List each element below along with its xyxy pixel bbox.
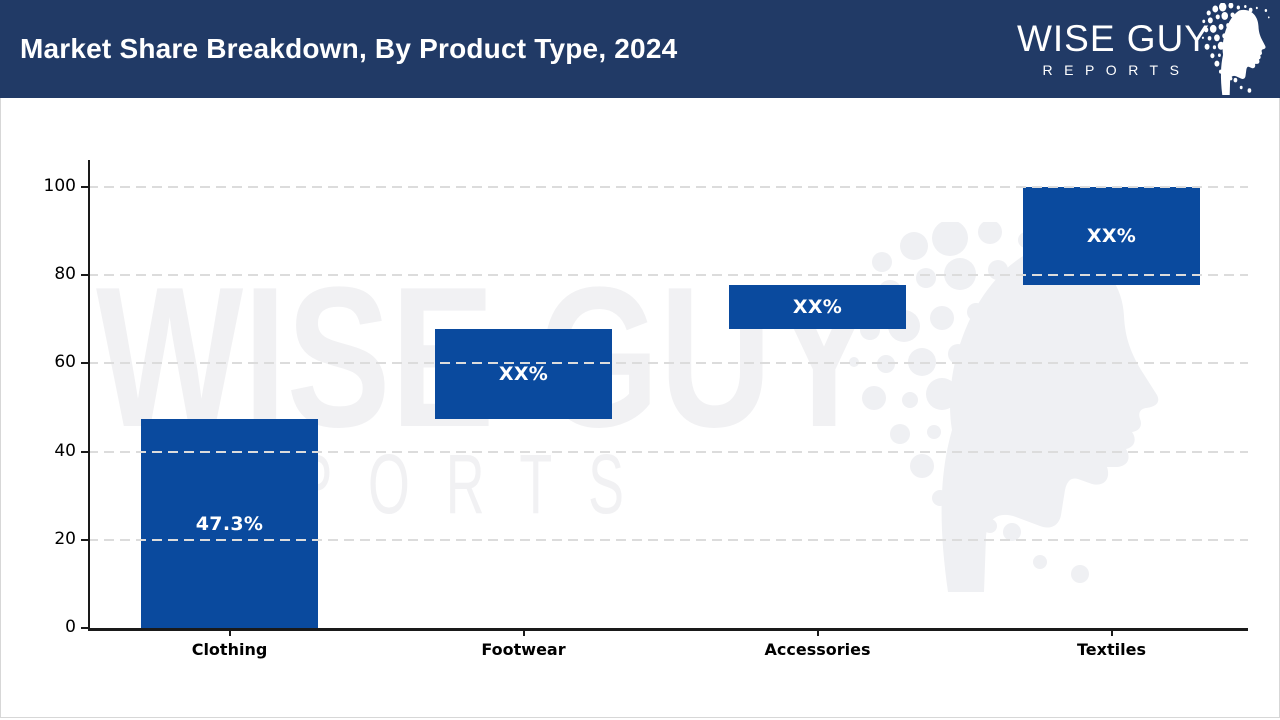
gridline-80	[88, 274, 1248, 277]
x-tick-mark	[228, 628, 231, 636]
x-tick-mark	[522, 628, 525, 636]
gridline-100	[88, 186, 1248, 188]
bar-value-label: XX%	[498, 363, 549, 386]
y-tick-label: 0	[65, 617, 76, 637]
page-title: Market Share Breakdown, By Product Type,…	[20, 33, 678, 64]
x-category-label: Textiles	[1077, 640, 1146, 659]
y-tick-mark	[81, 627, 88, 629]
bar-value-label: XX%	[1086, 225, 1137, 248]
logo-wordmark-line1: WISE GUY	[1016, 18, 1210, 59]
y-tick-mark	[81, 450, 88, 453]
logo-wordmark: WISE GUY REPORTS	[1017, 20, 1210, 78]
y-tick-label: 60	[54, 352, 76, 373]
gridline-60	[88, 362, 1248, 365]
page-border-left	[0, 98, 1, 718]
bar-footwear: XX%	[435, 329, 612, 420]
wiseguy-logo: WISE GUY REPORTS	[1017, 2, 1270, 96]
bar-clothing: 47.3%	[141, 419, 318, 628]
chart-area: WISE GUY REPORTS 0 20 40 60 80 100 47.3% Clothi…	[0, 98, 1280, 720]
x-axis-line	[88, 628, 1248, 631]
x-category-label: Clothing	[191, 640, 268, 659]
bar-textiles: XX%	[1023, 187, 1200, 286]
bar-accessories: XX%	[729, 285, 906, 330]
x-category-label: Footwear	[481, 640, 566, 659]
header-bar: Market Share Breakdown, By Product Type,…	[0, 0, 1280, 98]
y-tick-mark	[81, 538, 88, 541]
logo-wordmark-line2: REPORTS	[1042, 62, 1191, 78]
bar-value-label: XX%	[792, 296, 843, 319]
y-tick-mark	[81, 274, 88, 277]
y-tick-mark	[81, 362, 88, 365]
y-tick-label: 20	[54, 528, 76, 549]
y-tick-mark	[81, 186, 88, 188]
bar-value-label: 47.3%	[195, 512, 264, 535]
y-axis-line	[88, 160, 90, 631]
x-tick-mark	[1110, 628, 1113, 636]
page-border-bottom	[0, 717, 1280, 718]
y-tick-label: 40	[54, 440, 76, 461]
x-tick-mark	[816, 628, 819, 636]
gridline-20	[88, 538, 1248, 541]
y-tick-label: 100	[43, 176, 76, 196]
y-tick-label: 80	[54, 264, 76, 285]
x-category-label: Accessories	[764, 640, 871, 659]
gridline-40	[88, 450, 1248, 453]
